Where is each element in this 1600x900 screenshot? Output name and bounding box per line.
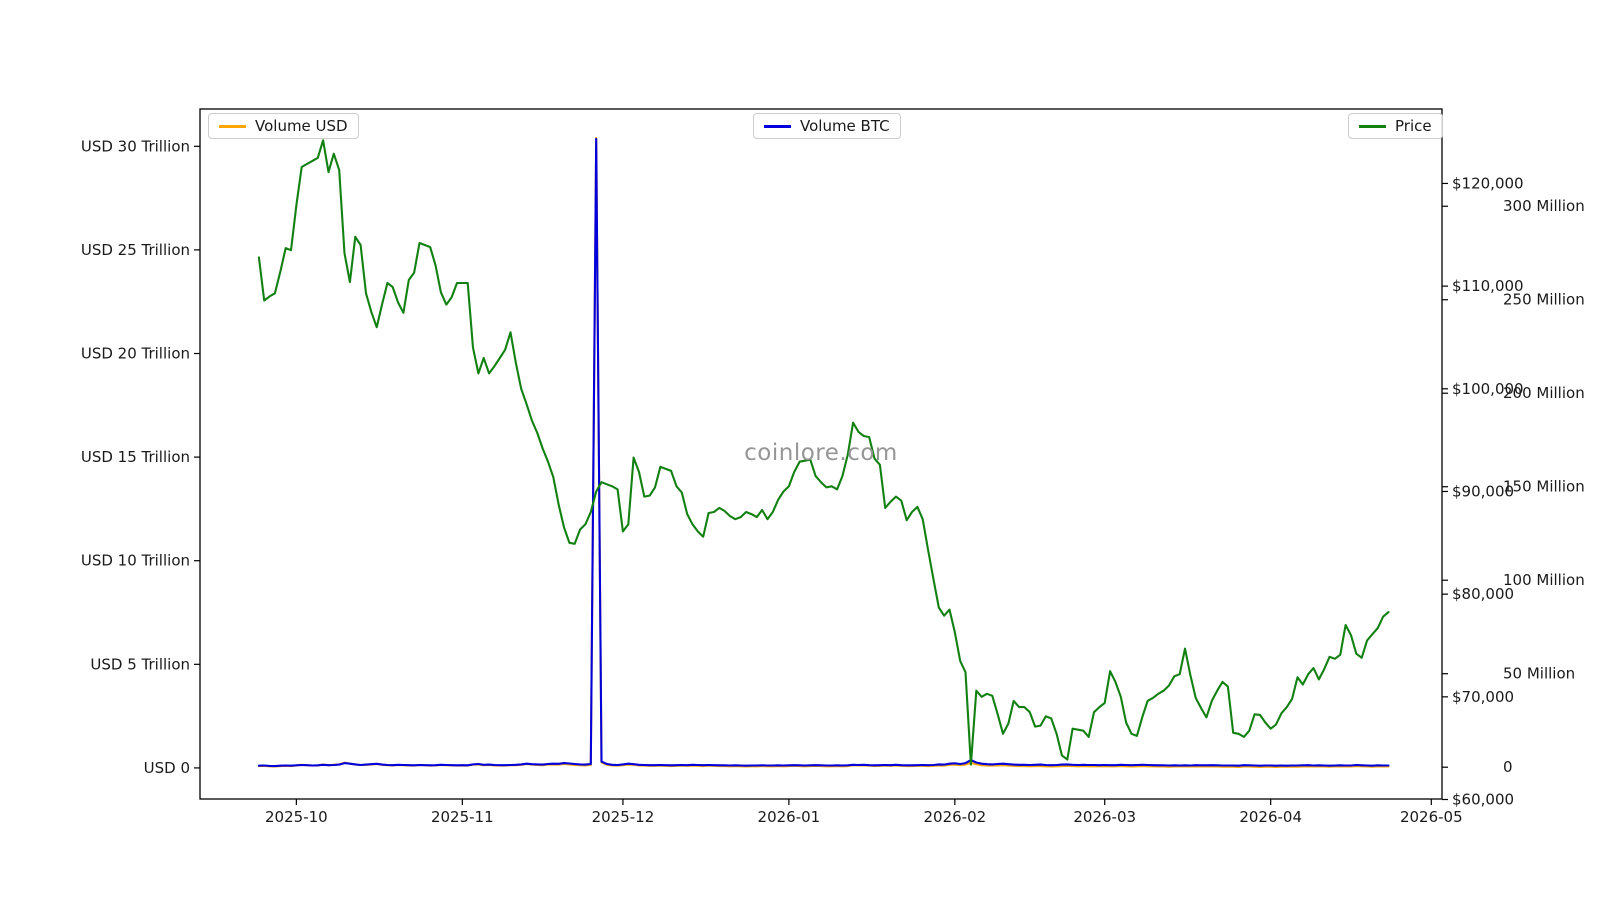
right-volume-tick-label: 150 Million (1503, 478, 1585, 496)
right-price-tick-label: $80,000 (1452, 585, 1514, 603)
x-axis-tick-label: 2026-04 (1239, 808, 1302, 826)
left-axis-tick-label: USD 15 Trillion (81, 448, 190, 466)
legend-volume-btc[interactable]: Volume BTC (753, 113, 901, 139)
price-line (257, 139, 1390, 766)
x-axis-tick-label: 2026-03 (1073, 808, 1136, 826)
left-axis-tick-label: USD 5 Trillion (90, 655, 190, 673)
volume-btc-line-swatch-icon (764, 124, 791, 128)
x-axis-tick-label: 2026-02 (923, 808, 986, 826)
left-axis-tick-label: USD 0 (144, 759, 190, 777)
right-price-tick-label: $100,000 (1452, 380, 1524, 398)
right-volume-tick-label: 50 Million (1503, 665, 1575, 683)
right-price-tick-label: $60,000 (1452, 791, 1514, 809)
legend-volume-btc-label: Volume BTC (800, 117, 890, 135)
right-price-tick-label: $90,000 (1452, 482, 1514, 500)
plot-border (199, 108, 1443, 800)
legend-volume-usd[interactable]: Volume USD (208, 113, 359, 139)
x-axis-tick-label: 2025-11 (431, 808, 494, 826)
x-axis-tick-label: 2025-12 (592, 808, 655, 826)
volume-usd-line-swatch-icon (219, 124, 246, 128)
right-volume-tick-label: 0 (1503, 758, 1513, 776)
x-axis-tick-label: 2026-01 (758, 808, 821, 826)
x-axis-tick-label: 2026-05 (1400, 808, 1463, 826)
price-line-swatch-icon (1359, 124, 1386, 128)
left-axis-tick-label: USD 20 Trillion (81, 345, 190, 363)
right-price-tick-label: $70,000 (1452, 688, 1514, 706)
legend-price-label: Price (1395, 117, 1432, 135)
legend-volume-usd-label: Volume USD (255, 117, 348, 135)
right-price-tick-label: $120,000 (1452, 174, 1524, 192)
left-axis-tick-label: USD 30 Trillion (81, 137, 190, 155)
right-volume-tick-label: 300 Million (1503, 197, 1585, 215)
watermark: coinlore.com (744, 440, 898, 466)
legend-price[interactable]: Price (1348, 113, 1443, 139)
right-price-tick-label: $110,000 (1452, 277, 1524, 295)
right-volume-tick-label: 100 Million (1503, 571, 1585, 589)
x-axis-tick-label: 2025-10 (265, 808, 328, 826)
left-axis-tick-label: USD 10 Trillion (81, 552, 190, 570)
right-volume-tick-label: 200 Million (1503, 384, 1585, 402)
right-volume-tick-label: 250 Million (1503, 291, 1585, 309)
left-axis-tick-label: USD 25 Trillion (81, 241, 190, 259)
volume-btc-line (257, 137, 1390, 768)
